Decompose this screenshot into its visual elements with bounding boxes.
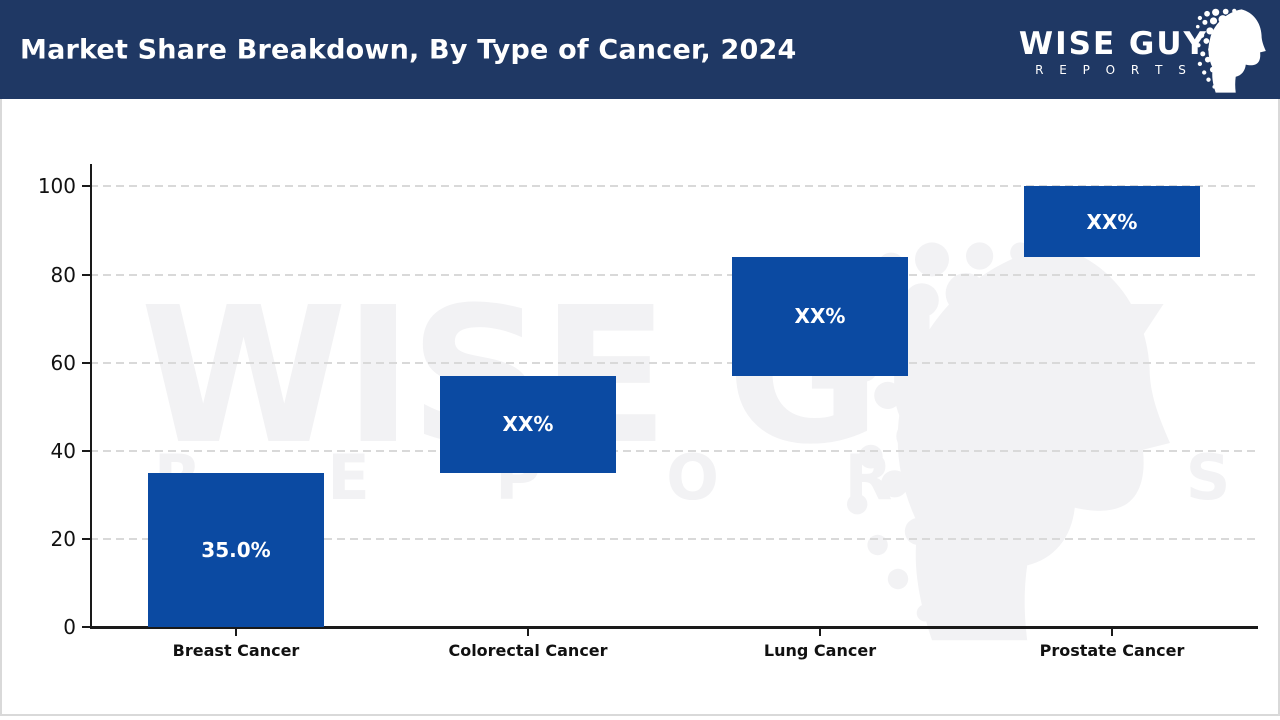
y-tick-label: 20 (50, 527, 76, 552)
logo-text: WISE GUY R E P O R T S (1019, 26, 1208, 77)
y-tick-label: 40 (50, 438, 76, 463)
gridline (90, 449, 1258, 452)
y-tick-label: 60 (50, 350, 76, 375)
y-tick-label: 80 (50, 262, 76, 287)
chart-area: WISE GUY R E P O R T S 0 20 40 60 80 100 35.0%… (0, 99, 1280, 716)
x-tick-mark (235, 628, 237, 637)
gridline (90, 538, 1258, 541)
x-tick-mark (1111, 628, 1113, 637)
gridline (90, 361, 1258, 364)
y-tick-label: 100 (37, 174, 76, 199)
gridline (90, 273, 1258, 276)
y-tick-mark (82, 361, 90, 364)
wise-guy-logo: WISE GUY R E P O R T S (1019, 8, 1266, 94)
y-tick-mark (82, 185, 90, 188)
x-tick-label: Colorectal Cancer (448, 641, 608, 661)
bar-value-label: XX% (794, 304, 846, 329)
y-tick-label: 0 (63, 615, 76, 640)
y-tick-mark (82, 626, 90, 629)
logo-wordmark: WISE GUY (1018, 25, 1208, 62)
header-bar: Market Share Breakdown, By Type of Cance… (0, 0, 1280, 99)
bar-value-label: XX% (1086, 209, 1138, 234)
gridline (90, 185, 1258, 188)
bar-colorectal-cancer (440, 375, 616, 473)
page-title: Market Share Breakdown, By Type of Cance… (20, 34, 797, 65)
bar-lung-cancer (732, 256, 908, 376)
x-axis-line (90, 626, 1258, 630)
bar-value-label: 35.0% (201, 538, 271, 563)
x-tick-mark (819, 628, 821, 637)
x-tick-label: Lung Cancer (763, 641, 877, 661)
y-tick-mark (82, 538, 90, 541)
x-tick-mark (527, 628, 529, 637)
x-tick-label: Prostate Cancer (1039, 641, 1185, 661)
y-tick-mark (82, 449, 90, 452)
y-tick-mark (82, 273, 90, 276)
y-axis-line (90, 164, 92, 628)
logo-subtitle: R E P O R T S (1035, 62, 1192, 77)
bar-prostate-cancer (1024, 186, 1200, 257)
bar-breast-cancer (148, 472, 324, 628)
waterfall-plot: 0 20 40 60 80 100 35.0% Breast Cancer XX% Colorec… (2, 99, 1278, 714)
x-tick-label: Breast Cancer (172, 641, 300, 661)
bar-value-label: XX% (502, 412, 554, 437)
